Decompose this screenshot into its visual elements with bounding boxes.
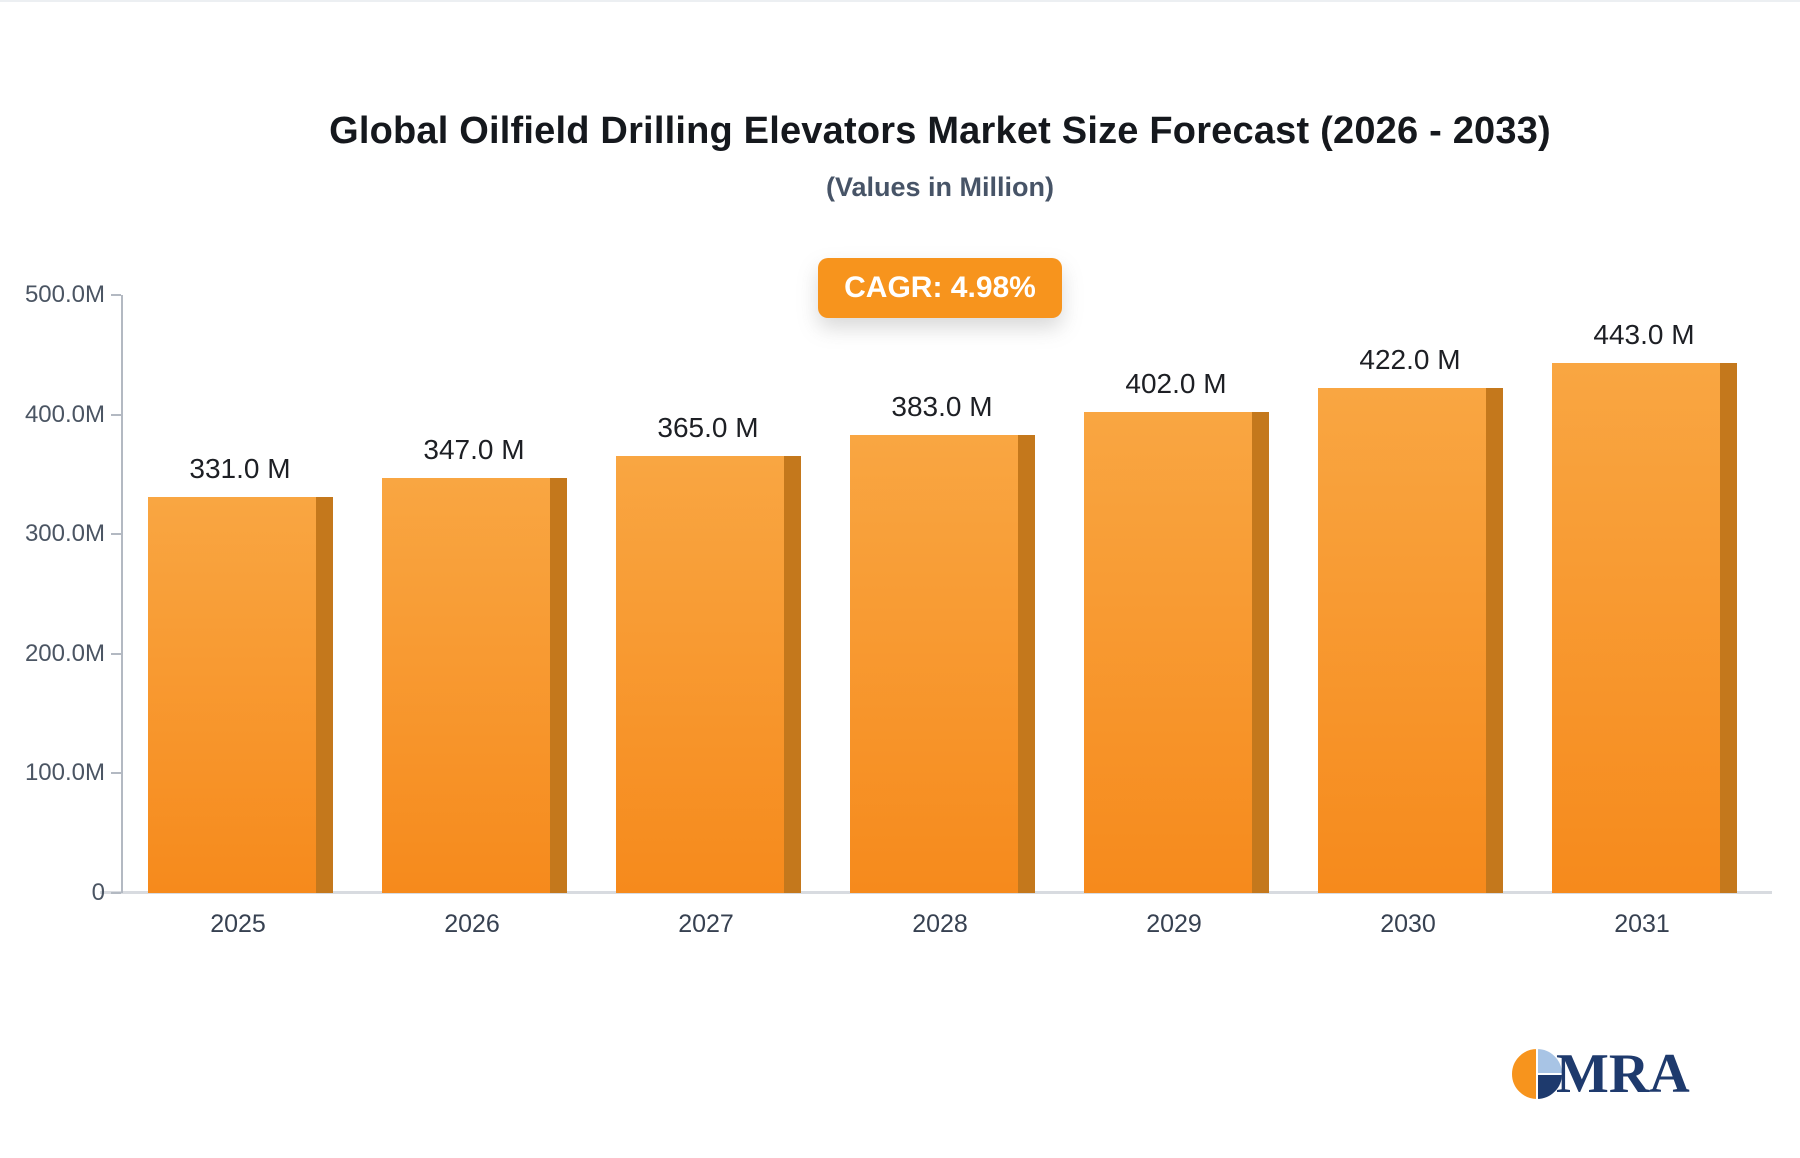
bar-value-label: 331.0 M — [189, 453, 291, 485]
y-axis-tick-mark — [111, 413, 121, 416]
y-axis-tick-mark — [111, 652, 121, 655]
bar-face — [1317, 388, 1486, 893]
bar — [381, 478, 567, 893]
y-axis-tick-label: 400.0M — [24, 400, 105, 428]
x-axis-tick-label: 2030 — [1380, 910, 1436, 938]
bar-value-label: 443.0 M — [1593, 319, 1695, 351]
y-axis-tick-label: 500.0M — [24, 281, 105, 308]
bar — [1083, 412, 1269, 893]
bar-value-label: 365.0 M — [657, 412, 759, 444]
logo-text: MRA — [1556, 1043, 1690, 1105]
bar-side — [315, 497, 333, 893]
bar — [615, 456, 801, 893]
bar-face — [147, 497, 316, 893]
y-axis-tick-mark — [111, 294, 121, 296]
x-axis-tick-label: 2028 — [912, 910, 968, 938]
bar — [1317, 388, 1503, 893]
bar-value-label: 347.0 M — [423, 434, 525, 465]
x-axis-labels: 2025 2026 2027 2028 2029 2030 2031 — [121, 910, 1759, 950]
x-axis-tick-label: 2027 — [678, 910, 734, 938]
bar-face — [849, 434, 1018, 893]
bar-side — [1485, 388, 1503, 893]
bar-face — [1551, 363, 1720, 893]
y-axis-tick-label: 200.0M — [24, 639, 105, 667]
bar-side — [1017, 434, 1035, 893]
bar-face — [615, 456, 784, 893]
bar-value-label: 383.0 M — [891, 390, 993, 422]
y-axis-tick-mark — [111, 772, 121, 775]
x-axis-tick-label: 2026 — [444, 910, 500, 938]
x-axis-tick-label: 2031 — [1614, 910, 1670, 938]
bar-side — [1251, 412, 1269, 893]
logo: MRA — [1508, 1042, 1690, 1106]
bar — [147, 497, 333, 893]
bar-value-label: 422.0 M — [1359, 344, 1461, 376]
bar-face — [381, 478, 550, 893]
logo-pie-icon — [1510, 1046, 1565, 1102]
cagr-badge: CAGR: 4.98% — [818, 258, 1062, 318]
x-axis-tick-label: 2029 — [1146, 910, 1202, 938]
bar-face — [1083, 412, 1252, 893]
y-axis-tick-mark — [111, 892, 121, 894]
y-axis-tick-label: 300.0M — [24, 520, 105, 548]
cagr-badge-row: CAGR: 4.98% — [120, 258, 1760, 318]
chart-title: Global Oilfield Drilling Elevators Marke… — [329, 110, 1551, 152]
bar — [849, 434, 1035, 893]
bar-value-label: 402.0 M — [1125, 368, 1227, 400]
bar — [1551, 363, 1737, 893]
x-axis-tick-label: 2025 — [210, 910, 266, 938]
y-axis-tick-label: 100.0M — [24, 759, 105, 787]
bar-side — [1719, 363, 1737, 893]
bar-side — [783, 456, 801, 893]
y-axis-tick-label: 0 — [91, 879, 105, 906]
y-axis-tick-mark — [111, 533, 121, 536]
chart-subtitle: (Values in Million) — [825, 172, 1055, 202]
bar-side — [549, 478, 567, 893]
plot-area: 0 100.0M 200.0M 300.0M 400.0M 500.0M 331.0 M 34… — [25, 281, 1761, 906]
